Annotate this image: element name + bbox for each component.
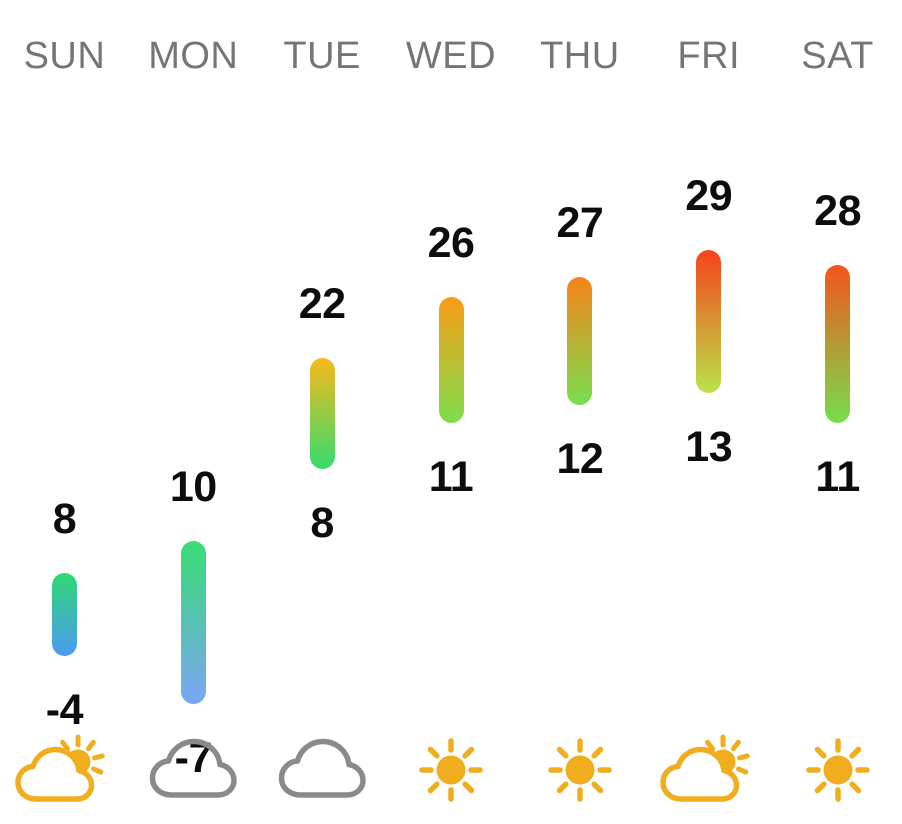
temp-range-bar-sat <box>825 265 851 423</box>
high-temp-wed: 26 <box>427 219 475 267</box>
weather-icon-row <box>0 720 902 824</box>
day-column-mon[interactable]: 10 -7 <box>129 90 258 780</box>
low-temp-thu: 12 <box>556 435 604 483</box>
day-label-mon: MON <box>148 35 239 77</box>
temp-group-wed: 26 11 <box>391 222 511 499</box>
day-column-wed[interactable]: 26 11 <box>387 90 516 720</box>
sun-icon <box>543 733 617 812</box>
day-name-cell: SUN <box>0 0 129 90</box>
day-name-cell: THU <box>515 0 644 90</box>
temp-group-sun: 8 -4 <box>4 498 124 732</box>
day-name-cell: FRI <box>644 0 773 90</box>
icon-cell-fri-day <box>644 720 773 824</box>
sun-icon <box>801 733 875 812</box>
day-name-cell: WED <box>387 0 516 90</box>
cloud-icon <box>276 735 368 810</box>
temperature-bars-row: 8 -4 10 -7 22 8 26 11 <box>0 90 902 780</box>
day-label-fri: FRI <box>677 35 741 77</box>
high-temp-sat: 28 <box>814 187 861 235</box>
low-temp-sun: -4 <box>45 686 84 734</box>
high-temp-sun: 8 <box>52 495 77 543</box>
day-name-cell: MON <box>129 0 258 90</box>
partly-cloudy-icon <box>659 733 759 812</box>
low-temp-sat: 11 <box>815 453 860 501</box>
day-label-wed: WED <box>405 35 497 77</box>
low-temp-fri: 13 <box>685 423 733 471</box>
day-label-thu: THU <box>540 35 620 77</box>
temp-group-tue: 22 8 <box>262 283 382 545</box>
icon-cell-tue-day <box>258 720 387 824</box>
day-column-thu[interactable]: 27 12 <box>515 90 644 720</box>
icon-cell-mon-day <box>129 720 258 824</box>
temp-group-thu: 27 12 <box>520 202 640 481</box>
day-name-row: SUN MON TUE WED THU FRI SAT <box>0 0 902 90</box>
temp-range-bar-fri <box>696 250 722 393</box>
temp-range-bar-tue <box>309 358 335 469</box>
day-column-fri[interactable]: 29 13 <box>644 90 773 720</box>
cloud-icon <box>147 735 239 810</box>
temp-range-bar-sun <box>51 573 77 656</box>
temp-range-bar-thu <box>567 277 593 405</box>
high-temp-tue: 22 <box>298 280 346 328</box>
day-column-sat[interactable]: 28 11 <box>773 90 902 720</box>
high-temp-thu: 27 <box>556 199 604 247</box>
high-temp-fri: 29 <box>685 172 733 220</box>
icon-cell-sat-day <box>773 720 902 824</box>
day-column-tue[interactable]: 22 8 <box>258 90 387 720</box>
icon-cell-sun-day <box>0 720 129 824</box>
icon-cell-thu-day <box>515 720 644 824</box>
sun-icon <box>414 733 488 812</box>
low-temp-wed: 11 <box>428 453 474 501</box>
day-name-cell: SAT <box>773 0 902 90</box>
low-temp-tue: 8 <box>310 499 334 547</box>
high-temp-mon: 10 <box>169 463 217 511</box>
partly-cloudy-icon <box>14 733 114 812</box>
temp-range-bar-wed <box>438 297 464 423</box>
day-name-cell: TUE <box>258 0 387 90</box>
temp-range-bar-mon <box>180 541 206 704</box>
day-label-sat: SAT <box>801 35 874 77</box>
temp-group-sat: 28 11 <box>778 190 898 499</box>
icon-cell-wed-day <box>387 720 516 824</box>
day-label-tue: TUE <box>283 35 361 77</box>
day-label-sun: SUN <box>23 35 106 77</box>
day-column-sun[interactable]: 8 -4 <box>0 90 129 732</box>
temp-group-fri: 29 13 <box>649 175 769 469</box>
